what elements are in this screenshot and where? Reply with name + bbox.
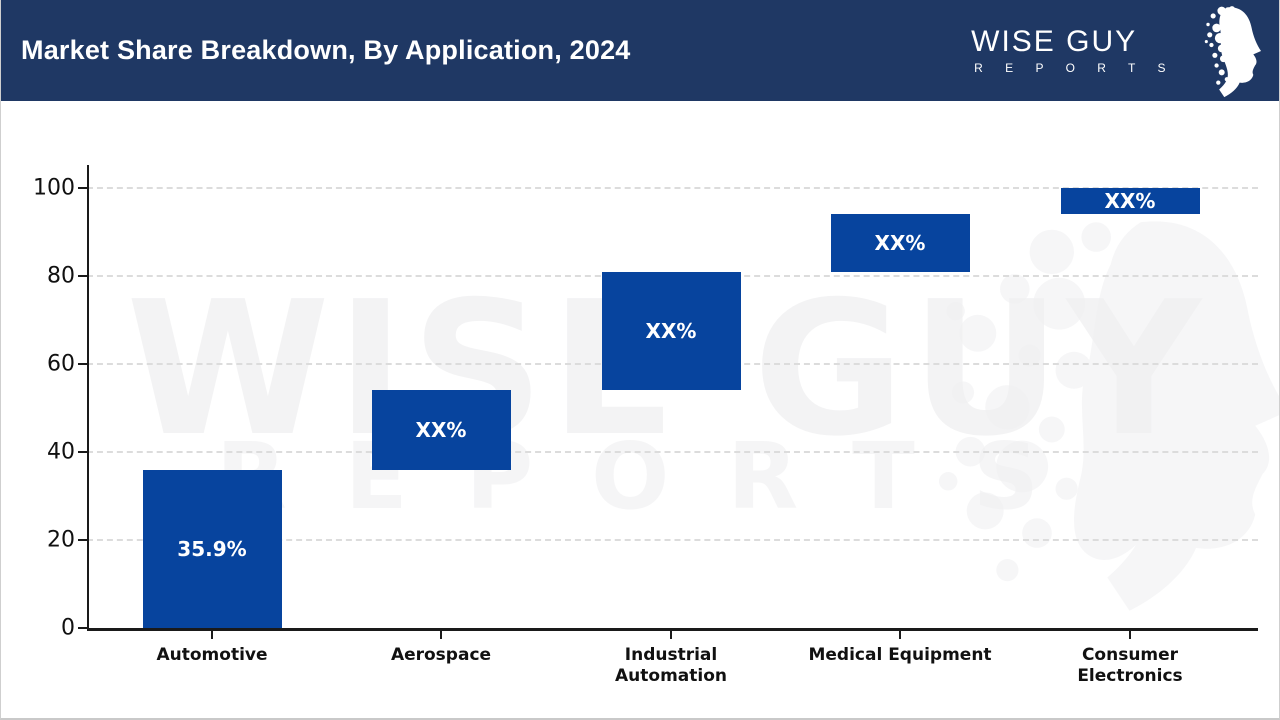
x-tick-medical-equipment bbox=[899, 631, 901, 639]
bar-value-label-medical-equipment: XX% bbox=[874, 230, 926, 255]
category-label-aerospace: Aerospace bbox=[390, 645, 492, 665]
x-tick-industrial-automation bbox=[670, 631, 672, 639]
x-tick-consumer-electronics bbox=[1129, 631, 1131, 639]
category-label-industrial-automation: Industrial Automation bbox=[615, 645, 727, 686]
y-axis bbox=[87, 165, 89, 631]
watermark-subtext: REPORTS bbox=[216, 423, 1098, 530]
x-axis bbox=[87, 628, 1258, 631]
y-tick-label-20: 20 bbox=[47, 527, 75, 553]
y-tick-label-80: 80 bbox=[47, 263, 75, 289]
y-tick-label-100: 100 bbox=[33, 175, 75, 201]
wiseguy-logo: WISE GUY R E P O R T S bbox=[971, 4, 1263, 98]
bar-industrial-automation: XX% bbox=[601, 271, 741, 391]
logo-wordmark: WISE GUY bbox=[971, 25, 1138, 58]
bar-value-label-automotive: 35.9% bbox=[177, 537, 247, 561]
chart-canvas: WISE GUY REPORTS 0 20 40 60 80 100 35.9% Automo… bbox=[1, 101, 1279, 718]
gridline-40 bbox=[87, 451, 1258, 453]
watermark-head-icon bbox=[938, 221, 1279, 611]
y-tick-80 bbox=[78, 275, 87, 277]
y-tick-label-0: 0 bbox=[61, 615, 75, 641]
wiseguy-logo-text: WISE GUY R E P O R T S bbox=[971, 25, 1175, 75]
y-tick-40 bbox=[78, 451, 87, 453]
y-tick-100 bbox=[78, 187, 87, 189]
gridline-20 bbox=[87, 539, 1258, 541]
header-bar: Market Share Breakdown, By Application, … bbox=[1, 0, 1279, 101]
y-tick-60 bbox=[78, 363, 87, 365]
bar-value-label-consumer-electronics: XX% bbox=[1104, 189, 1156, 214]
logo-subtext: R E P O R T S bbox=[974, 61, 1175, 75]
gridline-100 bbox=[87, 187, 1258, 189]
bar-aerospace: XX% bbox=[371, 390, 511, 471]
y-tick-label-60: 60 bbox=[47, 351, 75, 377]
category-label-consumer-electronics: Consumer Electronics bbox=[1077, 645, 1183, 686]
bar-automotive: 35.9% bbox=[142, 470, 282, 628]
y-tick-0 bbox=[78, 627, 87, 629]
bar-value-label-aerospace: XX% bbox=[415, 418, 467, 443]
bar-consumer-electronics: XX% bbox=[1060, 188, 1200, 215]
y-tick-20 bbox=[78, 539, 87, 541]
x-tick-aerospace bbox=[440, 631, 442, 639]
y-tick-label-40: 40 bbox=[47, 439, 75, 465]
category-label-medical-equipment: Medical Equipment bbox=[808, 645, 992, 665]
bar-value-label-industrial-automation: XX% bbox=[645, 318, 697, 343]
x-tick-automotive bbox=[211, 631, 213, 639]
bar-medical-equipment: XX% bbox=[830, 214, 970, 272]
page-title: Market Share Breakdown, By Application, … bbox=[21, 35, 631, 65]
wiseguy-head-icon bbox=[1204, 5, 1262, 97]
category-label-automotive: Automotive bbox=[156, 645, 268, 665]
